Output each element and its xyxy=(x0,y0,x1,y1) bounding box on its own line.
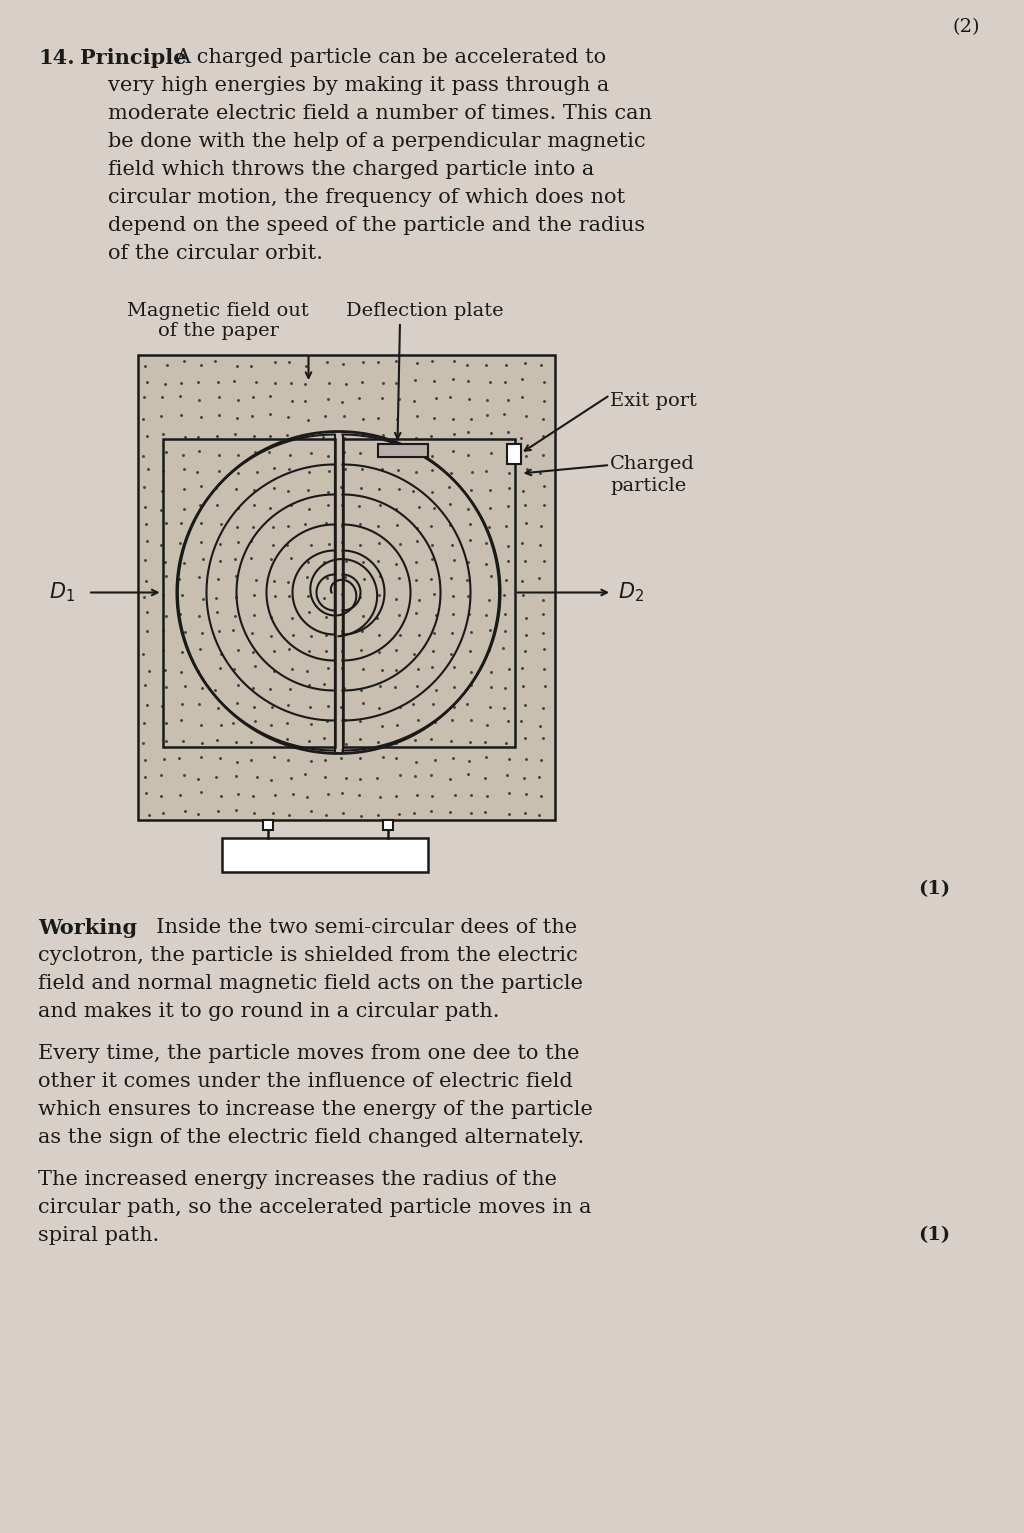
Text: (1): (1) xyxy=(918,1226,950,1243)
Text: Oscillator: Oscillator xyxy=(276,846,373,865)
Text: which ensures to increase the energy of the particle: which ensures to increase the energy of … xyxy=(38,1101,593,1119)
Text: Principle: Principle xyxy=(80,48,186,67)
Text: depend on the speed of the particle and the radius: depend on the speed of the particle and … xyxy=(108,216,645,235)
Text: of the paper: of the paper xyxy=(158,322,279,340)
Text: of the circular orbit.: of the circular orbit. xyxy=(108,244,323,264)
Text: Deflection plate: Deflection plate xyxy=(346,302,504,320)
Text: moderate electric field a number of times. This can: moderate electric field a number of time… xyxy=(108,104,652,123)
Text: other it comes under the influence of electric field: other it comes under the influence of el… xyxy=(38,1072,572,1091)
Text: Working: Working xyxy=(38,918,137,938)
Text: The increased energy increases the radius of the: The increased energy increases the radiu… xyxy=(38,1170,557,1190)
Bar xyxy=(342,438,514,747)
Text: 14.: 14. xyxy=(38,48,75,67)
Bar xyxy=(507,443,520,463)
Bar xyxy=(138,356,555,820)
Text: and makes it to go round in a circular path.: and makes it to go round in a circular p… xyxy=(38,1003,500,1021)
Bar xyxy=(378,443,427,457)
Text: circular path, so the accelerated particle moves in a: circular path, so the accelerated partic… xyxy=(38,1197,592,1217)
Text: (1): (1) xyxy=(918,880,950,898)
Bar xyxy=(263,820,273,829)
Bar xyxy=(383,820,393,829)
Text: particle: particle xyxy=(610,477,686,495)
Text: (2): (2) xyxy=(952,18,980,35)
Text: as the sign of the electric field changed alternately.: as the sign of the electric field change… xyxy=(38,1128,585,1147)
Bar xyxy=(163,438,335,747)
Text: Inside the two semi-circular dees of the: Inside the two semi-circular dees of the xyxy=(143,918,578,937)
Text: Exit port: Exit port xyxy=(610,392,697,409)
Text: Magnetic field out: Magnetic field out xyxy=(127,302,309,320)
Text: Every time, the particle moves from one dee to the: Every time, the particle moves from one … xyxy=(38,1044,580,1062)
Text: cyclotron, the particle is shielded from the electric: cyclotron, the particle is shielded from… xyxy=(38,946,578,964)
Text: be done with the help of a perpendicular magnetic: be done with the help of a perpendicular… xyxy=(108,132,645,150)
Text: $D_1$: $D_1$ xyxy=(49,581,75,604)
Text: Charged: Charged xyxy=(610,455,695,474)
Text: very high energies by making it pass through a: very high energies by making it pass thr… xyxy=(108,77,609,95)
Text: field and normal magnetic field acts on the particle: field and normal magnetic field acts on … xyxy=(38,973,583,993)
Text: spiral path.: spiral path. xyxy=(38,1226,160,1245)
Text: field which throws the charged particle into a: field which throws the charged particle … xyxy=(108,159,594,179)
Text: A charged particle can be accelerated to: A charged particle can be accelerated to xyxy=(175,48,606,67)
Text: $D_2$: $D_2$ xyxy=(618,581,644,604)
Text: circular motion, the frequency of which does not: circular motion, the frequency of which … xyxy=(108,189,625,207)
Bar xyxy=(222,839,428,872)
